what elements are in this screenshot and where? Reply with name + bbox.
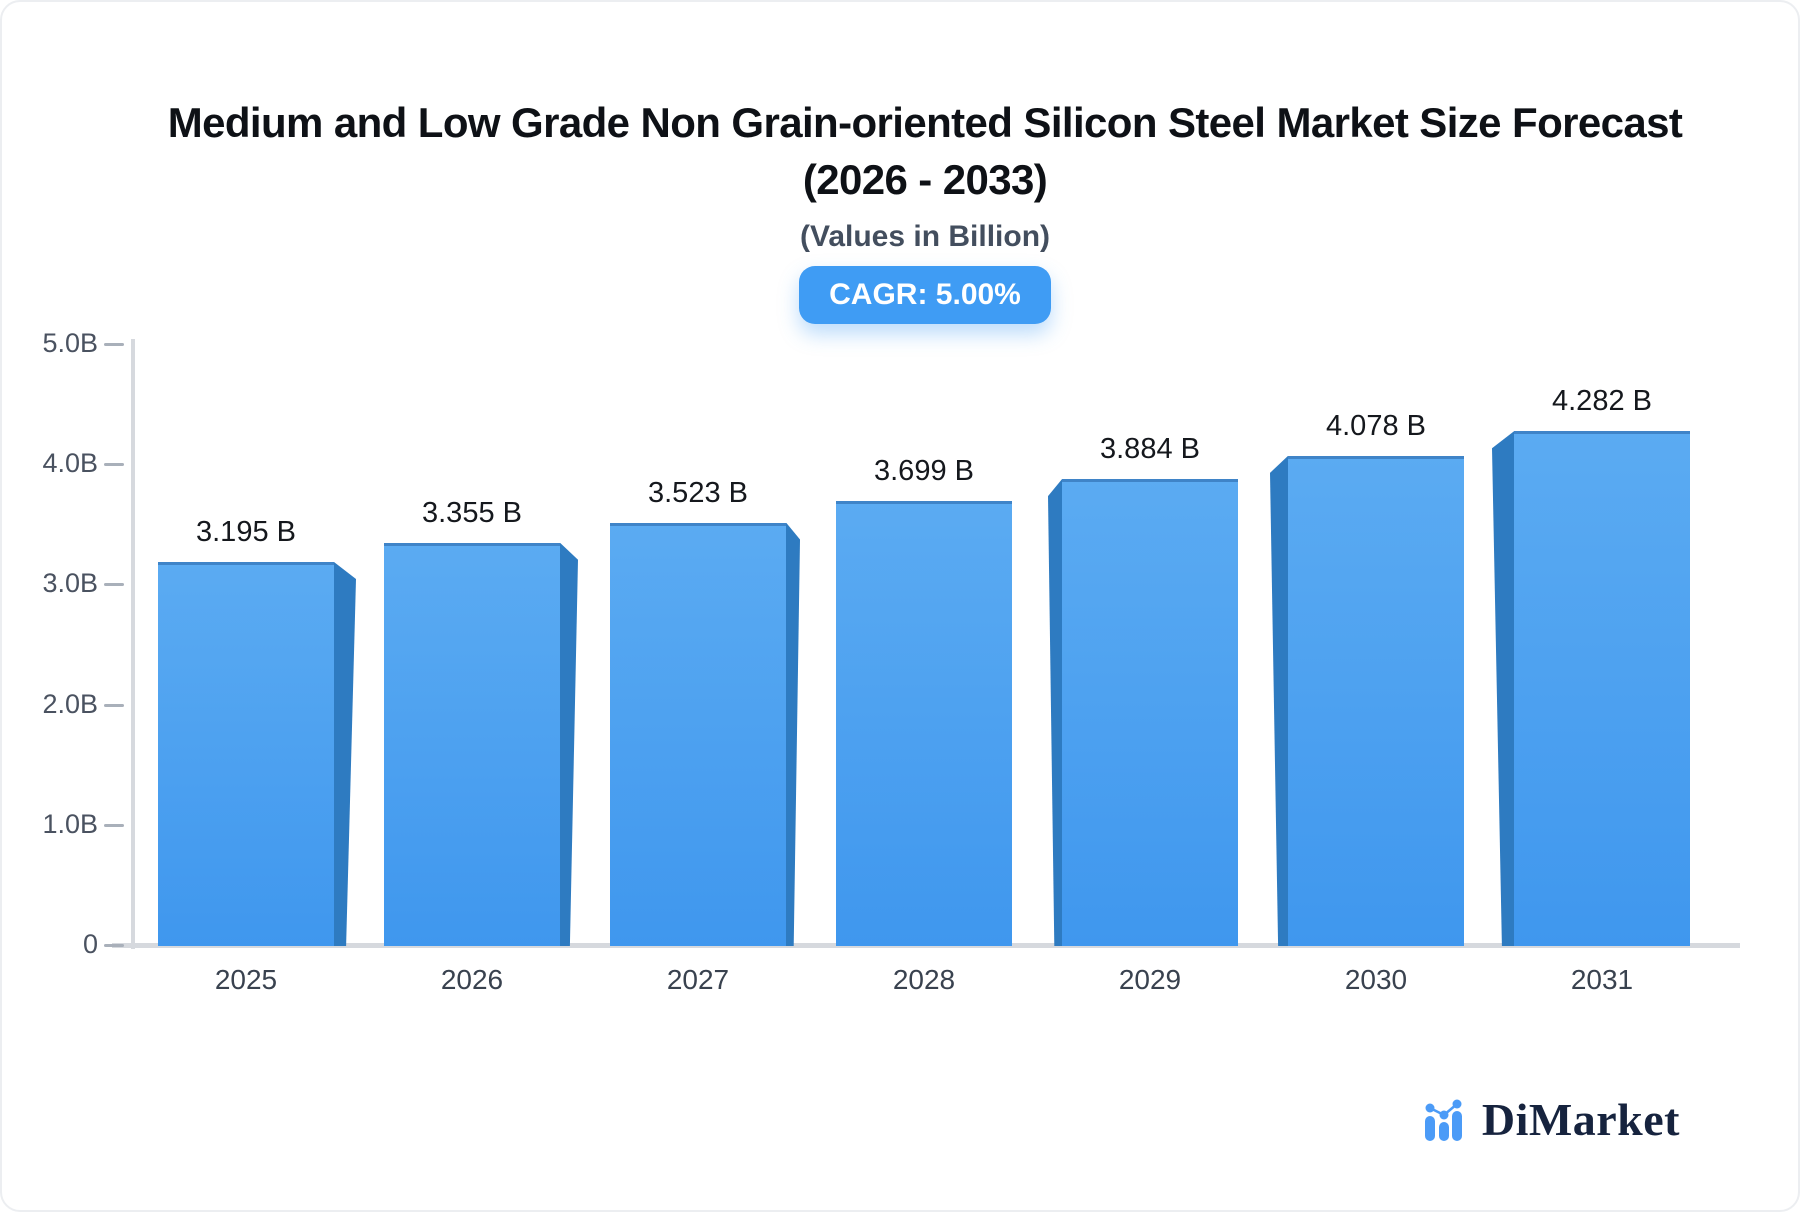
x-axis-label: 2029 <box>1118 964 1182 995</box>
bar-face-2030 <box>1288 455 1464 946</box>
chart-header: Medium and Low Grade Non Grain-oriented … <box>62 94 1788 324</box>
bar-value-label: 4.078 B <box>1326 409 1426 442</box>
bar-face-2025 <box>158 561 334 946</box>
bar-face-2029 <box>1062 479 1238 946</box>
bar-side-2031 <box>1492 431 1514 946</box>
bar-value-label: 3.195 B <box>196 515 296 548</box>
x-axis-label: 2027 <box>666 964 730 995</box>
x-axis-label: 2030 <box>1344 964 1408 995</box>
logo-text: DiMarket <box>1481 1094 1680 1145</box>
y-axis-line <box>131 339 135 949</box>
bar-side-2026 <box>560 542 578 946</box>
chart-subtitle: (Values in Billion) <box>799 220 1051 253</box>
page-title-line1: Medium and Low Grade Non Grain-oriented … <box>167 99 1683 146</box>
bar-side-2029 <box>1048 479 1062 946</box>
x-axis-label: 2028 <box>892 964 956 995</box>
y-axis-tick <box>104 823 124 827</box>
bar-side-2030 <box>1270 455 1288 946</box>
cagr-badge: CAGR: 5.00% <box>799 266 1051 324</box>
y-axis-label: 2.0B <box>42 688 98 719</box>
dimarket-bars-icon <box>1424 1099 1462 1141</box>
y-axis-tick <box>104 944 124 947</box>
y-axis-label: 5.0B <box>42 328 98 358</box>
bar-side-2025 <box>334 561 356 946</box>
bar-value-label: 3.699 B <box>874 455 974 488</box>
bar-face-2028 <box>836 501 1012 946</box>
y-axis-label: 1.0B <box>42 808 98 839</box>
dimarket-logo: DiMarket <box>1421 1093 1680 1146</box>
x-axis-label: 2031 <box>1570 964 1634 995</box>
y-axis-tick <box>104 583 124 587</box>
y-axis-label: 0 <box>82 929 98 959</box>
page-title-line2: (2026 - 2033) <box>802 156 1048 203</box>
y-axis-tick <box>104 463 124 467</box>
bar-value-label: 3.523 B <box>648 476 748 509</box>
bar-face-2027 <box>610 522 786 946</box>
bar-side-2027 <box>786 522 800 946</box>
y-axis-tick <box>104 343 124 346</box>
bar-face-2026 <box>384 542 560 946</box>
y-axis-label: 4.0B <box>42 448 98 479</box>
bar-value-label: 3.884 B <box>1100 433 1200 466</box>
x-axis-label: 2025 <box>214 964 278 995</box>
y-axis-label: 3.0B <box>42 568 98 599</box>
bar-value-label: 3.355 B <box>422 496 522 529</box>
bar-face-2031 <box>1514 431 1690 946</box>
y-axis-tick <box>104 703 124 707</box>
bar-value-label: 4.282 B <box>1552 385 1652 418</box>
x-axis-label: 2026 <box>440 964 504 995</box>
